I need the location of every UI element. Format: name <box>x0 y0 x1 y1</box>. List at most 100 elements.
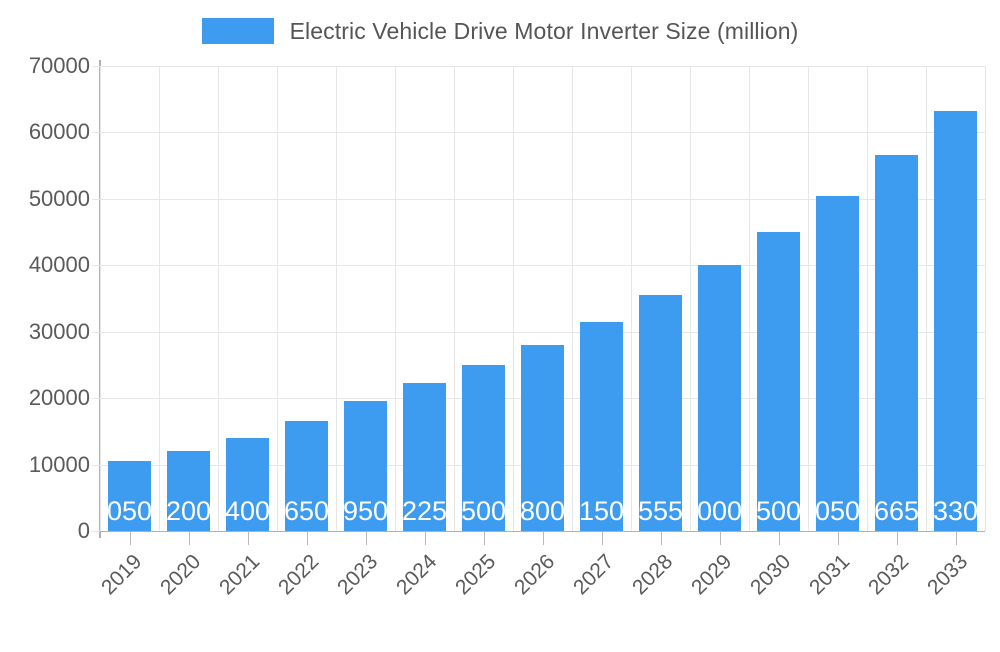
y-tick-label: 20000 <box>28 385 90 411</box>
legend-label[interactable]: Electric Vehicle Drive Motor Inverter Si… <box>289 17 799 44</box>
legend-color-swatch[interactable] <box>201 18 274 44</box>
bar-slot: 63300 <box>926 66 985 531</box>
bar-value-label: 40000 <box>698 496 741 526</box>
y-tick-mark <box>92 198 100 200</box>
category-separator <box>395 66 396 531</box>
x-tick-mark <box>366 531 367 545</box>
bar[interactable] <box>462 364 505 531</box>
bar-label-clip: 31500 <box>580 322 623 531</box>
y-tick-mark <box>92 132 100 134</box>
x-tick-mark <box>130 531 131 545</box>
x-tick-mark <box>838 531 839 545</box>
x-tick-mark <box>484 531 485 545</box>
bar-value-label: 10500 <box>108 496 151 526</box>
gridline-60000 <box>100 132 985 134</box>
bar-slot: 25000 <box>454 66 513 531</box>
category-separator <box>454 66 455 531</box>
x-tick-mark <box>248 531 249 545</box>
x-tick-mark <box>307 531 308 545</box>
bar-label-clip: 16500 <box>285 421 328 531</box>
bar-value-label: 45000 <box>757 496 800 526</box>
bar[interactable] <box>108 461 151 531</box>
x-tick-mark <box>720 531 721 545</box>
x-tick-mark <box>543 531 544 545</box>
category-separator <box>926 66 927 531</box>
bar[interactable] <box>639 294 682 531</box>
bar-value-label: 22250 <box>403 496 446 526</box>
x-tick-mark <box>661 531 662 545</box>
y-tick-mark <box>92 66 100 67</box>
bar-value-label: 25000 <box>462 496 505 526</box>
bar-label-clip: 14000 <box>226 438 269 531</box>
bar[interactable] <box>698 265 741 531</box>
bar[interactable] <box>167 451 210 531</box>
bar-value-label: 14000 <box>226 496 269 526</box>
y-tick-label: 30000 <box>28 318 90 344</box>
category-separator <box>513 66 514 531</box>
category-separator <box>867 66 868 531</box>
bar-slot: 31500 <box>572 66 631 531</box>
category-separator <box>808 66 809 531</box>
gridline-30000 <box>100 331 985 333</box>
x-tick-mark <box>602 531 603 545</box>
category-separator <box>690 66 691 531</box>
bar-slot: 19500 <box>336 66 395 531</box>
bar-value-label: 50500 <box>816 496 859 526</box>
bar[interactable] <box>344 401 387 531</box>
y-tick-mark <box>92 531 100 532</box>
bar-value-label: 28000 <box>521 496 564 526</box>
bar-slot: 14000 <box>218 66 277 531</box>
x-tick-mark <box>956 531 957 545</box>
bar-slot: 56650 <box>867 66 926 531</box>
bar-label-clip: 63300 <box>934 111 977 531</box>
bar[interactable] <box>285 421 328 531</box>
bar-slot: 12000 <box>159 66 218 531</box>
y-tick-label: 50000 <box>28 185 90 211</box>
plot-area: 10500 12000 14000 16500 19500 22250 25000 28000… <box>100 66 986 532</box>
gridline-0 <box>100 531 985 532</box>
y-tick-label: 40000 <box>28 252 90 278</box>
bar-slot: 50500 <box>808 66 867 531</box>
bar[interactable] <box>875 154 918 531</box>
bar-label-clip: 28000 <box>521 345 564 531</box>
y-tick-mark <box>92 398 100 400</box>
bar-label-clip: 56650 <box>875 155 918 531</box>
x-tick-mark <box>897 531 898 545</box>
bar-value-label: 56650 <box>875 496 918 526</box>
bar-chart: Electric Vehicle Drive Motor Inverter Si… <box>28 17 986 599</box>
x-tick-mark <box>779 531 780 545</box>
bar-slot: 16500 <box>277 66 336 531</box>
bar-slot: 22250 <box>395 66 454 531</box>
bar-slot: 40000 <box>690 66 749 531</box>
x-tick-mark <box>425 531 426 545</box>
category-separator <box>218 66 219 531</box>
bar-label-clip: 35550 <box>639 295 682 531</box>
bar[interactable] <box>934 110 977 531</box>
y-tick-mark <box>92 464 100 466</box>
y-tick-mark <box>92 265 100 267</box>
bar[interactable] <box>521 345 564 531</box>
gridline-70000 <box>100 66 985 67</box>
bar-value-label: 63300 <box>934 496 977 526</box>
y-tick-label: 10000 <box>28 451 90 477</box>
bar-slot: 45000 <box>749 66 808 531</box>
category-separator <box>100 66 101 531</box>
bar[interactable] <box>226 438 269 531</box>
bar-label-clip: 45000 <box>757 232 800 531</box>
category-separator <box>985 66 986 531</box>
category-separator <box>277 66 278 531</box>
bar-label-clip: 25000 <box>462 365 505 531</box>
y-tick-label: 0 <box>77 518 90 543</box>
bar-label-clip: 12000 <box>167 451 210 531</box>
bar-value-label: 31500 <box>580 496 623 526</box>
gridline-50000 <box>100 198 985 200</box>
bar[interactable] <box>757 232 800 531</box>
bar-label-clip: 22250 <box>403 383 446 531</box>
bar-slot: 10500 <box>100 66 159 531</box>
bar[interactable] <box>580 321 623 531</box>
bar-value-label: 19500 <box>344 496 387 526</box>
category-separator <box>631 66 632 531</box>
bar[interactable] <box>816 195 859 531</box>
bar-label-clip: 50500 <box>816 196 859 531</box>
bar[interactable] <box>403 383 446 531</box>
